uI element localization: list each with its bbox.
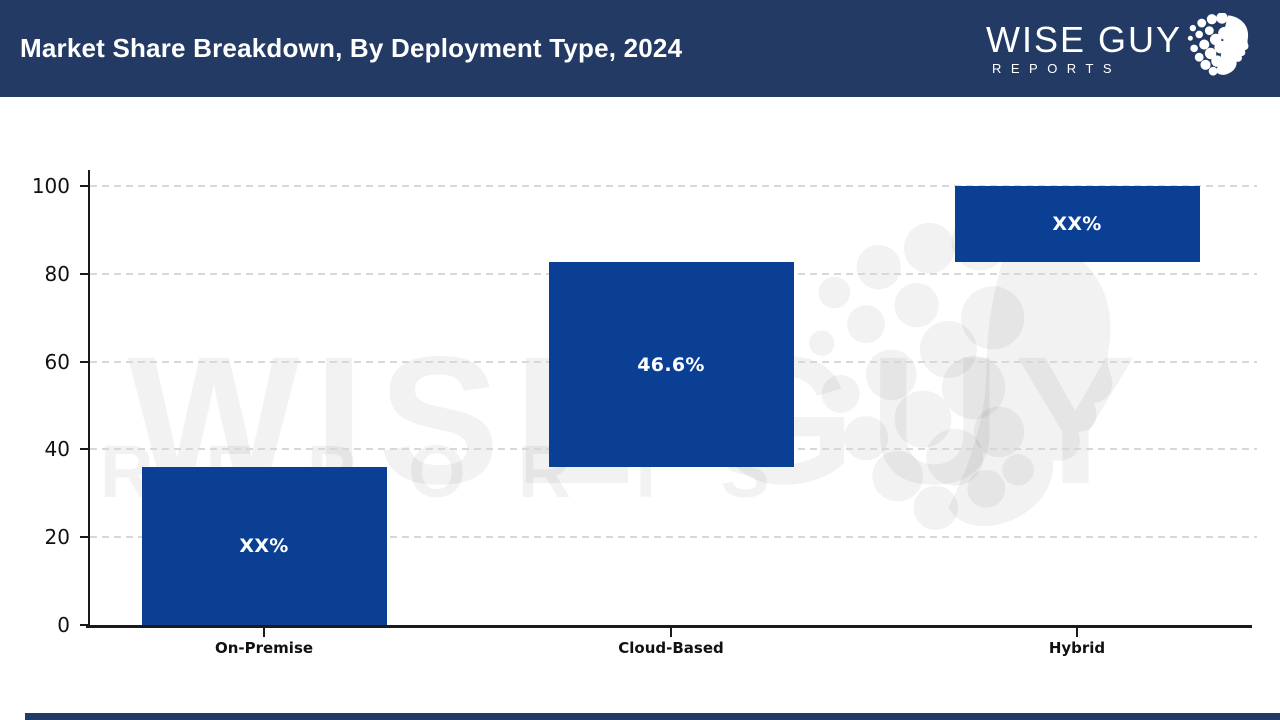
logo-wordmark: WISE GUY xyxy=(985,18,1182,60)
page-title: Market Share Breakdown, By Deployment Ty… xyxy=(20,33,683,63)
bar-cloud-based: 46.6% xyxy=(548,262,794,467)
logo-face-icon xyxy=(1187,12,1249,76)
x-tick-label-on-premise: On-Premise xyxy=(214,639,314,657)
x-tick-label-hybrid: Hybrid xyxy=(1048,639,1106,657)
bar-on-premise: XX% xyxy=(141,466,387,625)
x-tick-label-cloud-based: Cloud-Based xyxy=(618,639,724,657)
bar-value-label: XX% xyxy=(239,534,289,557)
footer-bar xyxy=(25,713,1280,720)
gridline-100 xyxy=(90,185,1257,187)
y-tick-label: 40 xyxy=(44,437,70,462)
y-tick-mark xyxy=(80,185,88,187)
logo-subtitle: REPORTS xyxy=(991,60,1122,76)
y-tick-mark xyxy=(80,536,88,539)
x-tick-mark xyxy=(1076,628,1078,637)
y-axis-line xyxy=(88,170,90,627)
wiseguy-logo: WISE GUY REPORTS xyxy=(985,12,1260,85)
gridline-20 xyxy=(90,536,1257,539)
x-axis-line xyxy=(86,625,1252,628)
y-tick-mark xyxy=(80,448,88,451)
y-tick-label: 0 xyxy=(57,613,70,637)
bar-hybrid: XX% xyxy=(954,186,1200,263)
bar-value-label: XX% xyxy=(1052,213,1102,236)
y-tick-label: 60 xyxy=(44,349,70,374)
y-tick-mark xyxy=(80,272,88,275)
logo-text: WISE GUY REPORTS xyxy=(985,18,1182,76)
y-tick-label: 100 xyxy=(31,174,70,198)
header: Market Share Breakdown, By Deployment Ty… xyxy=(0,0,1280,97)
bar-value-label: 46.6% xyxy=(637,353,705,376)
y-tick-label: 20 xyxy=(44,525,70,550)
y-tick-mark xyxy=(80,360,88,363)
x-tick-mark xyxy=(263,628,265,637)
y-tick-label: 80 xyxy=(44,261,70,286)
y-tick-mark xyxy=(80,624,88,626)
x-tick-mark xyxy=(670,628,672,637)
